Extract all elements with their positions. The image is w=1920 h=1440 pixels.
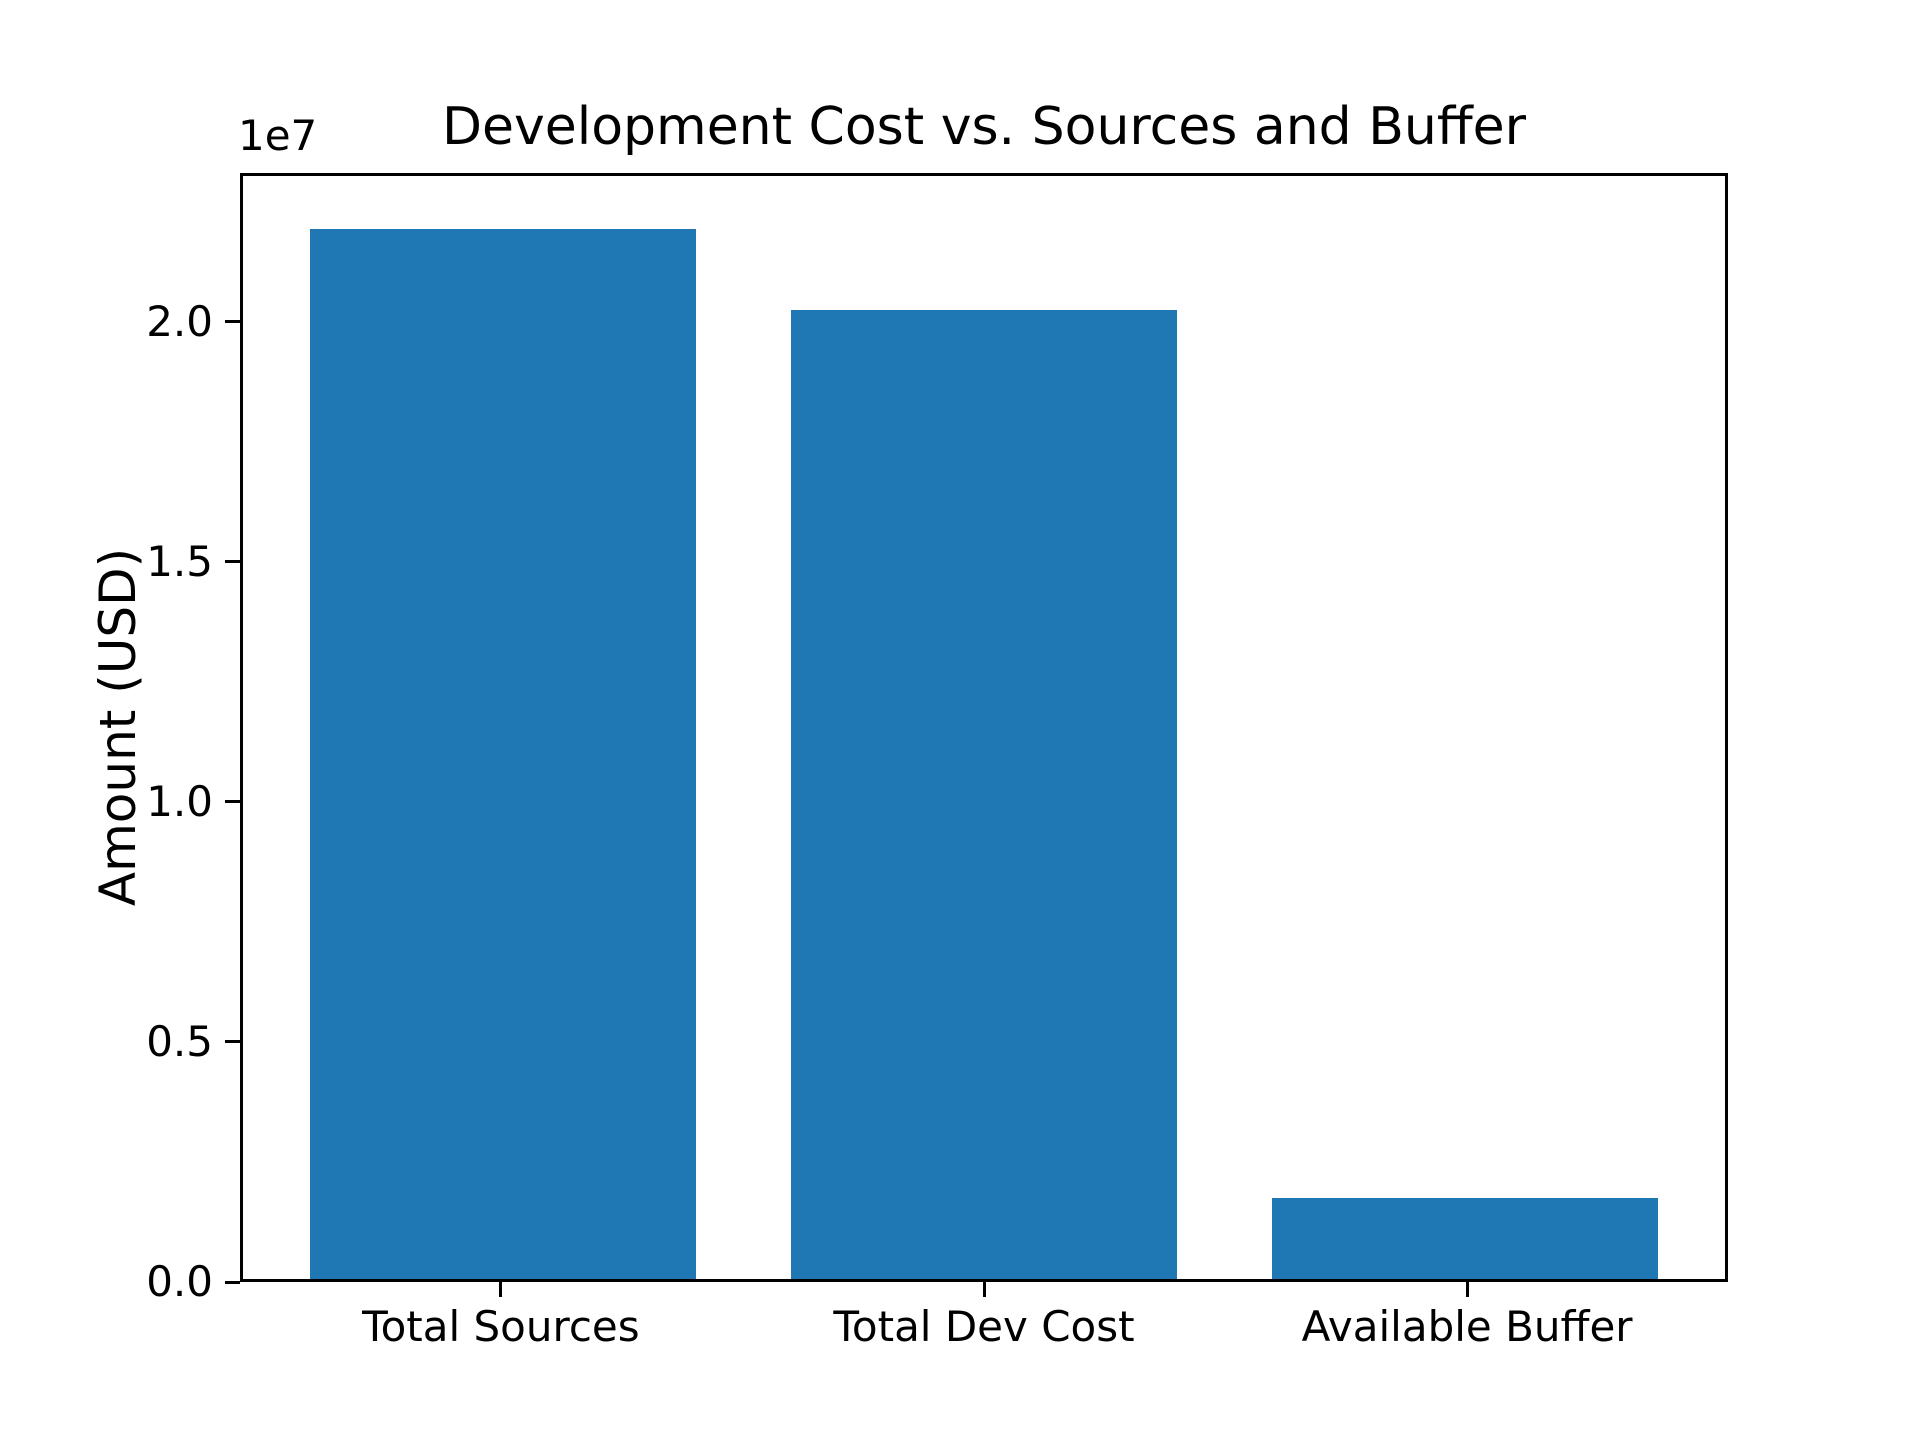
y-tick-label: 0.5 xyxy=(146,1016,213,1066)
y-tick-mark xyxy=(225,1280,240,1284)
y-tick-label: 2.0 xyxy=(146,296,213,346)
x-tick-mark xyxy=(499,1282,503,1297)
bar-available-buffer xyxy=(1271,1197,1659,1279)
y-tick-label: 1.0 xyxy=(146,776,213,826)
y-tick-mark xyxy=(225,800,240,804)
y-tick-label: 0.0 xyxy=(146,1257,213,1306)
y-tick-mark xyxy=(225,560,240,564)
x-tick-mark xyxy=(1465,1282,1469,1297)
x-tick-label: Total Sources xyxy=(362,1302,640,1351)
y-tick-label: 1.5 xyxy=(146,536,213,586)
bar-total-dev-cost xyxy=(790,309,1178,1279)
chart-title: Development Cost vs. Sources and Buffer xyxy=(441,97,1527,157)
bar-total-sources xyxy=(309,228,697,1279)
x-tick-mark xyxy=(982,1282,986,1297)
x-tick-label: Total Dev Cost xyxy=(833,1302,1135,1351)
x-tick-label: Available Buffer xyxy=(1301,1302,1633,1351)
y-tick-mark xyxy=(225,320,240,324)
plot-area xyxy=(240,173,1728,1282)
y-axis-offset-text: 1e7 xyxy=(238,111,318,160)
y-tick-mark xyxy=(225,1040,240,1044)
y-axis-label: Amount (USD) xyxy=(89,547,147,907)
